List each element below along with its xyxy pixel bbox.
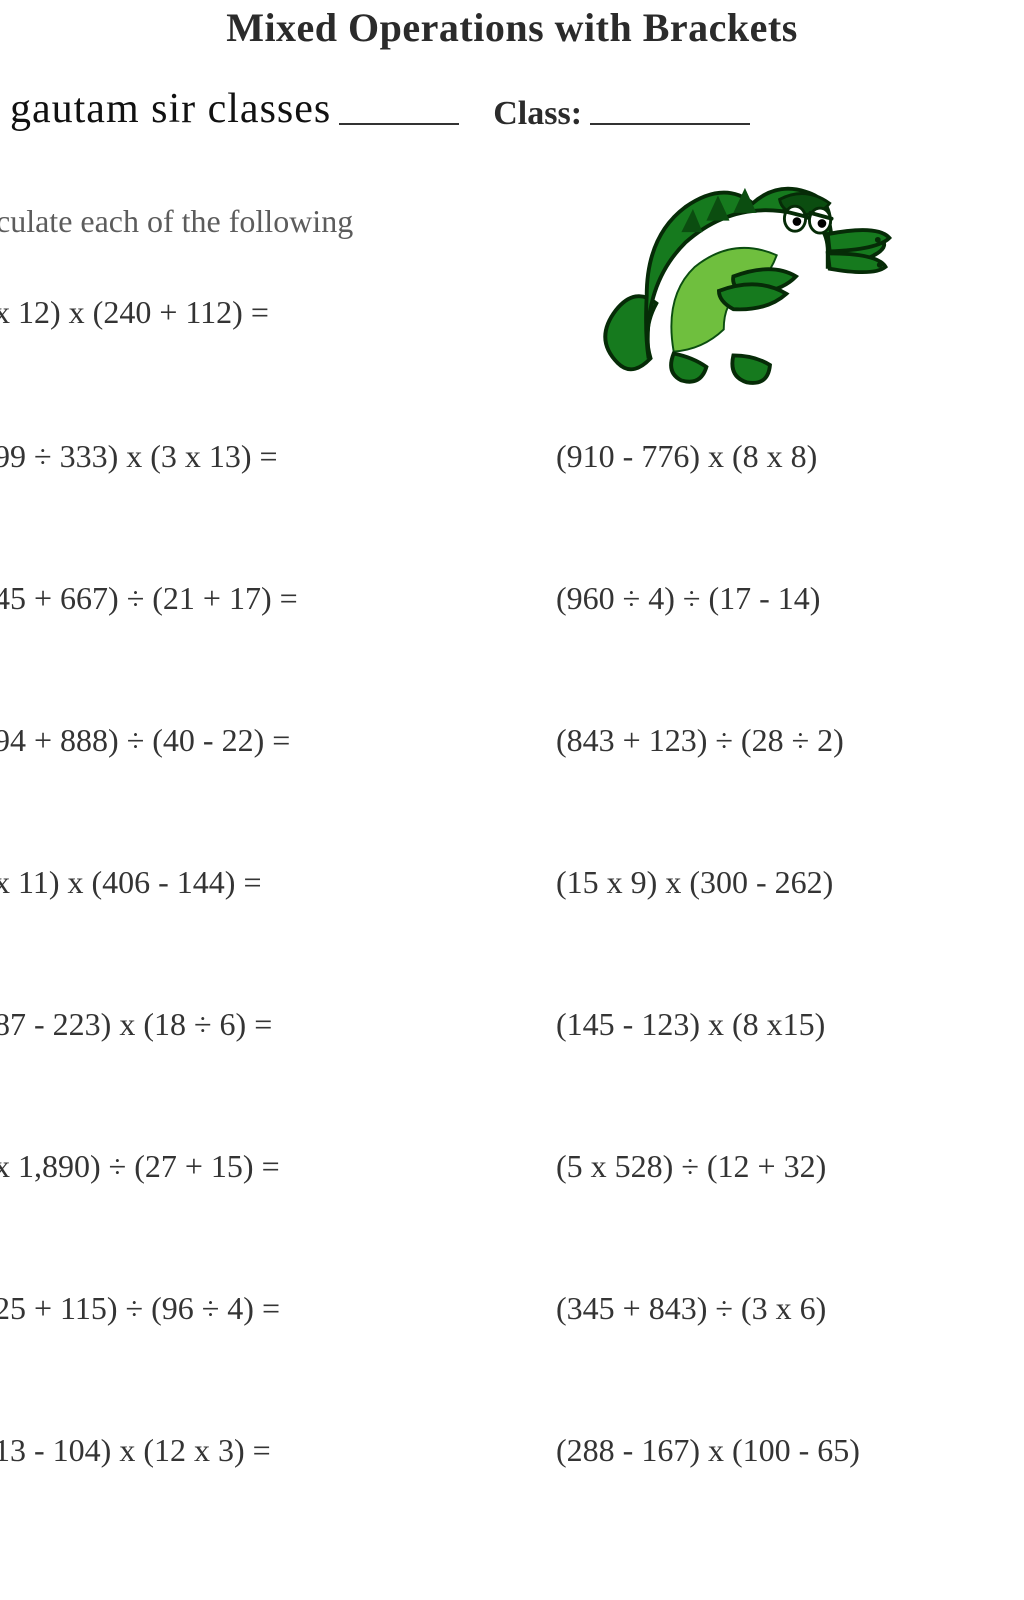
channel-name: gautam sir classes	[10, 85, 331, 133]
problem-left: 94 + 888) ÷ (40 - 22) =	[0, 700, 514, 842]
problem-right: (910 - 776) x (8 x 8)	[556, 416, 1024, 558]
class-label: Class:	[493, 95, 582, 133]
problem-left: 99 ÷ 333) x (3 x 13) =	[0, 416, 514, 558]
problem-left: 13 - 104) x (12 x 3) =	[0, 1410, 514, 1552]
right-column: . (910 - 776) x (8 x 8) (960 ÷ 4) ÷ (17 …	[556, 258, 1024, 1552]
problem-left: 87 - 223) x (18 ÷ 6) =	[0, 984, 514, 1126]
problem-right: (960 ÷ 4) ÷ (17 - 14)	[556, 558, 1024, 700]
problems-area: x 12) x (240 + 112) = 99 ÷ 333) x (3 x 1…	[0, 258, 1024, 1598]
name-blank-line	[339, 123, 459, 125]
page-title: Mixed Operations with Brackets	[0, 4, 1024, 51]
problem-left: 25 + 115) ÷ (96 ÷ 4) =	[0, 1268, 514, 1410]
problem-right: (15 x 9) x (300 - 262)	[556, 842, 1024, 984]
problem-left: x 1,890) ÷ (27 + 15) =	[0, 1126, 514, 1268]
problem-left: x 11) x (406 - 144) =	[0, 842, 514, 984]
problem-left: x 12) x (240 + 112) =	[0, 258, 514, 416]
problem-right: (145 - 123) x (8 x15)	[556, 984, 1024, 1126]
problem-right: (843 + 123) ÷ (28 ÷ 2)	[556, 700, 1024, 842]
header-row: : gautam sir classes Class:	[0, 85, 1024, 133]
left-column: x 12) x (240 + 112) = 99 ÷ 333) x (3 x 1…	[0, 258, 514, 1552]
problem-right: (345 + 843) ÷ (3 x 6)	[556, 1268, 1024, 1410]
name-label-colon: :	[0, 99, 2, 133]
class-blank-line	[590, 123, 750, 125]
problem-right: (5 x 528) ÷ (12 + 32)	[556, 1126, 1024, 1268]
problem-right: (288 - 167) x (100 - 65)	[556, 1410, 1024, 1552]
problem-left: 45 + 667) ÷ (21 + 17) =	[0, 558, 514, 700]
